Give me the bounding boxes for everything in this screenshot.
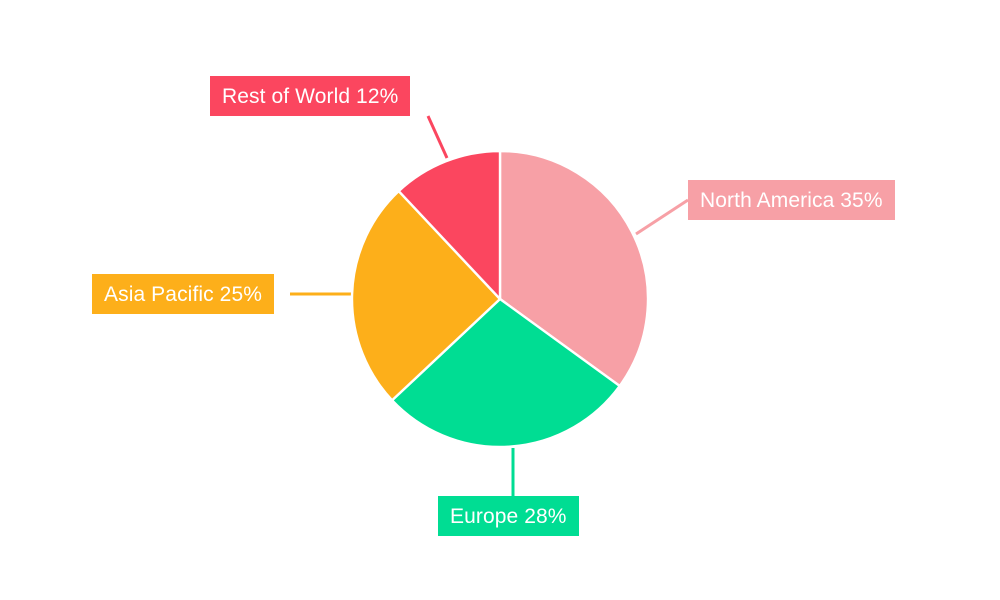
pie-slice-asia-pacific[interactable]	[350, 189, 502, 402]
pie-label-asia-pacific: Asia Pacific 25%	[92, 274, 275, 314]
leader-line-rest-of-world	[426, 115, 449, 159]
pie-label-north-america: North America 35%	[688, 180, 895, 220]
pie-label-rest-of-world: Rest of World 12%	[210, 76, 411, 116]
pie-label-north-america-text: North America 35%	[700, 188, 883, 212]
pie-slice-europe[interactable]	[390, 297, 621, 449]
pie-label-asia-pacific-text: Asia Pacific 25%	[104, 282, 263, 306]
leader-line-north-america	[635, 198, 689, 236]
pie-slice-north-america[interactable]	[498, 149, 650, 388]
pie-slice-rest-of-world[interactable]	[397, 149, 502, 301]
pie-label-europe: Europe 28%	[438, 496, 579, 536]
pie-label-rest-of-world-text: Rest of World 12%	[222, 84, 399, 108]
pie-label-europe-text: Europe 28%	[450, 504, 567, 528]
